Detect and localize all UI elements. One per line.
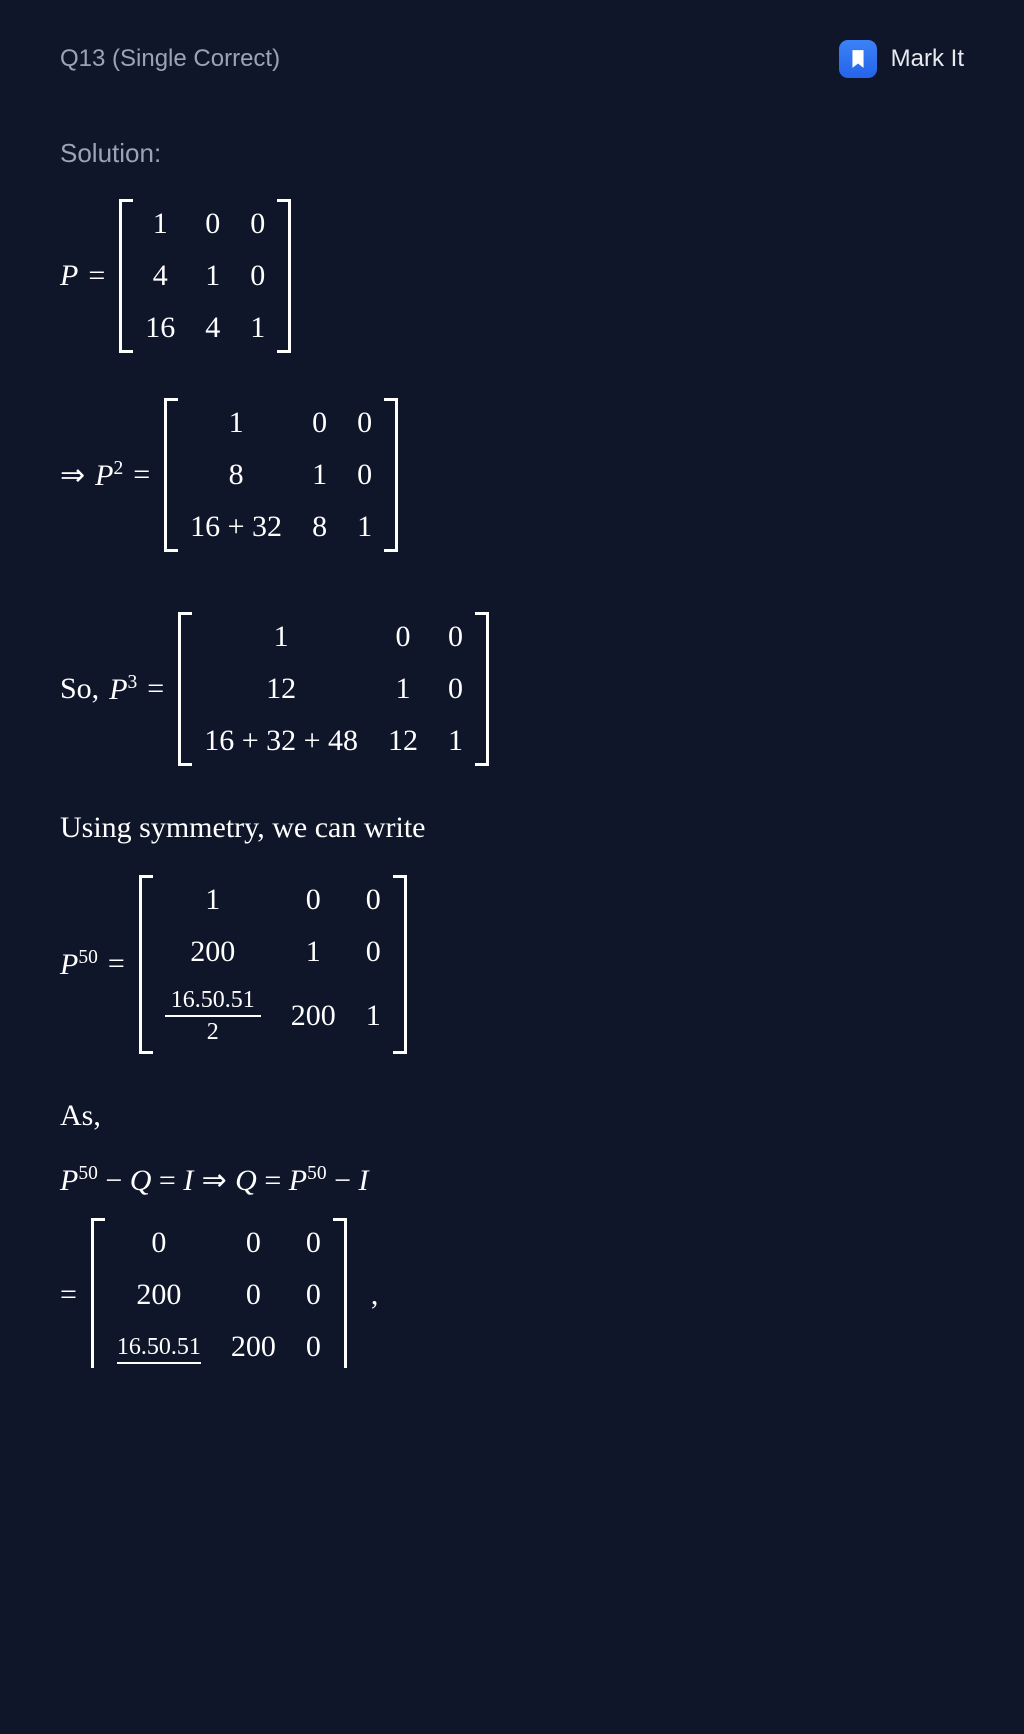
prefix-so: So, — [60, 672, 99, 706]
mark-it-button[interactable]: Mark It — [839, 40, 964, 78]
equals-sign: = — [133, 458, 150, 492]
equation-p: P = 1 0 0 4 1 0 16 4 1 — [60, 199, 964, 353]
equals-sign: = — [108, 947, 125, 981]
question-header: Q13 (Single Correct) Mark It — [60, 40, 964, 78]
matrix-lhs: P — [109, 673, 127, 706]
equation-p2: ⇒ P2 = 1 0 0 8 1 0 16 + 32 8 1 — [60, 398, 964, 552]
question-label: Q13 (Single Correct) — [60, 45, 280, 73]
solution-heading: Solution: — [60, 138, 964, 169]
matrix-p2: 1 0 0 8 1 0 16 + 32 8 1 — [164, 398, 398, 552]
matrix-lhs: P — [95, 459, 113, 492]
equation-q-line: P50 − Q = I ⇒ Q = P50 − I — [60, 1163, 964, 1198]
trailing-comma: , — [371, 1278, 379, 1312]
equals-sign: = — [147, 672, 164, 706]
implies-arrow: ⇒ — [60, 458, 85, 493]
symmetry-text: Using symmetry, we can write — [60, 811, 964, 845]
equals-sign: = — [88, 259, 105, 293]
bookmark-icon — [839, 40, 877, 78]
matrix-p: 1 0 0 4 1 0 16 4 1 — [119, 199, 291, 353]
matrix-p3: 1 0 0 12 1 0 16 + 32 + 48 12 1 — [178, 612, 489, 766]
matrix-lhs: P — [60, 948, 78, 981]
equation-p3: So, P3 = 1 0 0 12 1 0 16 + 32 + 48 12 1 — [60, 612, 964, 766]
equation-q-matrix: = 0 0 0 200 0 0 16.50.51 200 0 — [60, 1218, 964, 1368]
mark-it-label: Mark It — [891, 45, 964, 73]
fraction-cell-cut: 16.50.51 — [117, 1330, 201, 1364]
as-label: As, — [60, 1099, 964, 1133]
matrix-p50: 1 0 0 200 1 0 16.50.51 2 200 1 — [139, 875, 407, 1054]
equation-p50: P50 = 1 0 0 200 1 0 16.50.51 2 — [60, 875, 964, 1054]
equals-sign: = — [60, 1278, 77, 1312]
fraction-cell: 16.50.51 2 — [165, 987, 261, 1046]
matrix-lhs: P — [60, 259, 78, 293]
matrix-q: 0 0 0 200 0 0 16.50.51 200 0 — [91, 1218, 347, 1368]
